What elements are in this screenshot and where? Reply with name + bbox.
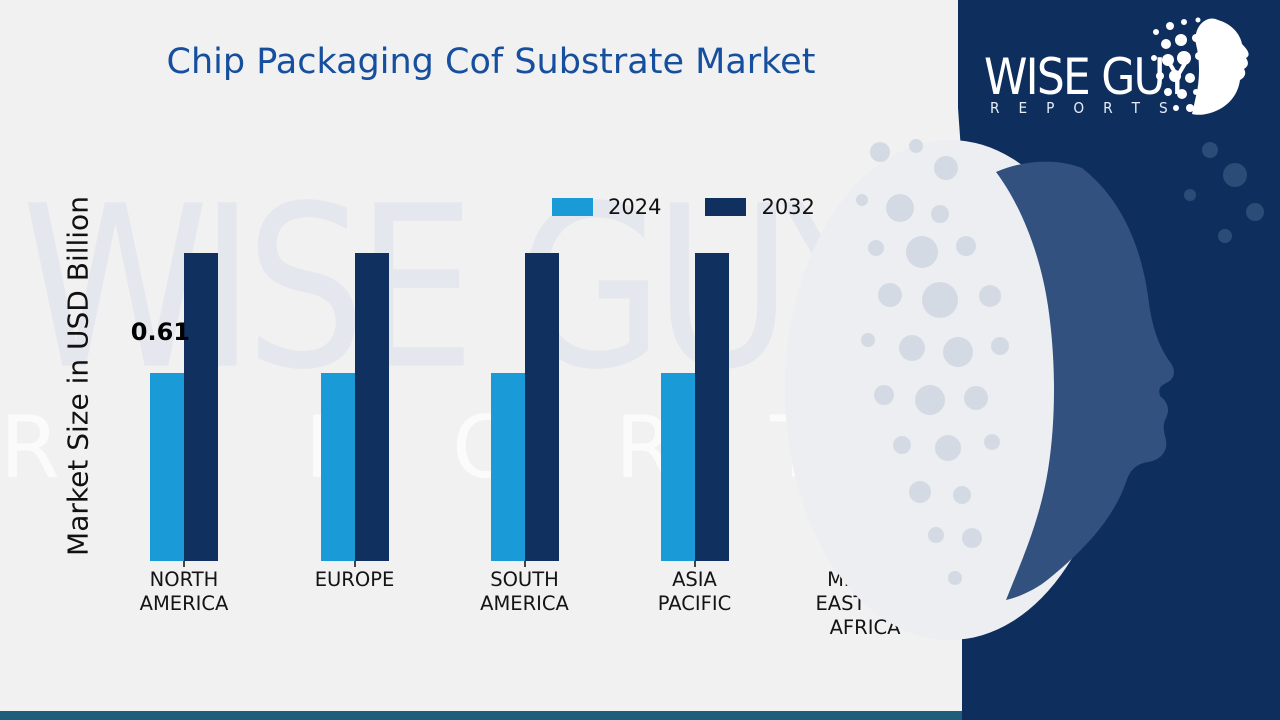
x-axis-tick-europe — [353, 561, 356, 567]
footer-accent-bar — [0, 711, 1280, 720]
x-axis-tick-north-america — [183, 561, 185, 567]
page-title: Chip Packaging Cof Substrate Market — [166, 42, 816, 82]
bar-2032-south-america — [524, 253, 559, 561]
legend-swatch-2024 — [552, 198, 593, 216]
bar-2032-asia-pacific — [694, 253, 729, 561]
bar-2032-north-america — [184, 253, 218, 561]
legend-swatch-2032 — [705, 198, 747, 216]
category-label-south-america: SOUTH AMERICA — [480, 568, 569, 615]
legend-item-2032: 2032 — [705, 195, 815, 219]
legend-item-2024: 2024 — [552, 195, 661, 219]
bar-2024-north-america — [150, 373, 184, 561]
category-label-middle-east-and-africa: MIDDLE EAST AND AFRICA — [815, 568, 915, 639]
legend: 2024 2032 — [552, 195, 815, 219]
category-label-europe: EUROPE — [314, 568, 395, 591]
category-label-north-america: NORTH AMERICA — [139, 568, 229, 615]
category-label-asia-pacific: ASIA PACIFIC — [657, 568, 732, 615]
legend-label-2032: 2032 — [761, 195, 815, 219]
bar-2024-south-america — [490, 373, 525, 561]
bar-2032-europe — [354, 253, 389, 561]
data-label-north-america-2024: 0.61 — [130, 318, 190, 346]
bar-2024-middle-east-and-africa — [831, 373, 865, 561]
bar-2024-asia-pacific — [660, 373, 695, 561]
x-axis-tick-south-america — [523, 561, 526, 567]
x-axis-tick-middle-east-and-africa — [864, 561, 866, 567]
y-axis-label: Market Size in USD Billion — [61, 196, 95, 556]
bar-2024-europe — [320, 373, 355, 561]
x-axis-tick-asia-pacific — [693, 561, 696, 567]
legend-label-2024: 2024 — [608, 195, 662, 219]
bar-2032-middle-east-and-africa — [865, 253, 899, 561]
